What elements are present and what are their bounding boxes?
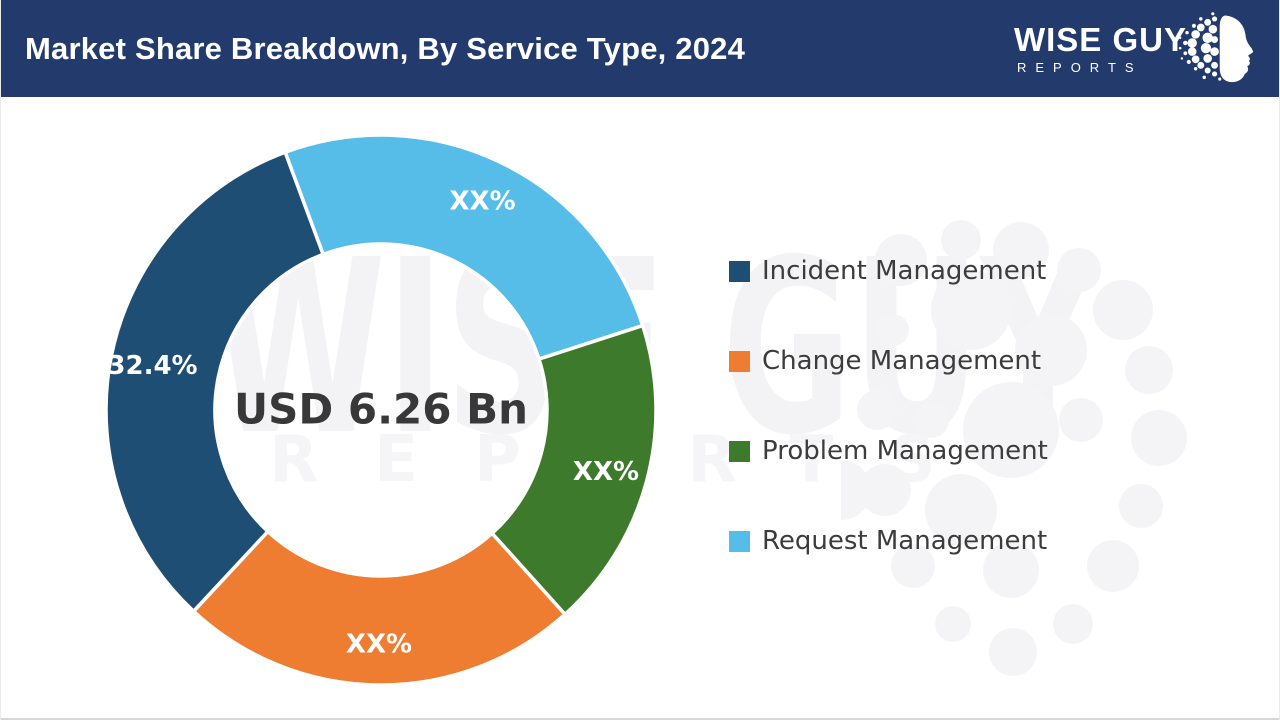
brand-logo: WISE GUY REPORTS — [1014, 8, 1261, 90]
slice-value-label: XX% — [346, 629, 412, 659]
legend-item-request: Request Management — [729, 518, 1048, 564]
legend-label-request: Request Management — [762, 526, 1048, 556]
page-title: Market Share Breakdown, By Service Type,… — [25, 30, 746, 66]
chart-center-value: USD 6.26 Bn — [234, 384, 528, 434]
legend-item-incident: Incident Management — [729, 248, 1048, 294]
logo-face-icon — [1178, 11, 1254, 82]
donut-slice — [283, 133, 645, 361]
slice-value-label: 32.4% — [107, 351, 197, 381]
legend-item-change: Change Management — [729, 338, 1048, 384]
legend-swatch-change — [729, 350, 750, 372]
bottom-divider — [1, 718, 1279, 720]
chart-legend: Incident Management Change Management Pr… — [729, 248, 1048, 564]
slice-value-label: XX% — [450, 187, 516, 217]
logo-subtitle-text: REPORTS — [1016, 60, 1143, 75]
legend-label-problem: Problem Management — [762, 436, 1048, 466]
logo-wordmark: WISE GUY REPORTS — [1014, 23, 1187, 74]
slice-value-label: XX% — [573, 457, 639, 487]
donut-slice — [104, 150, 325, 613]
legend-label-change: Change Management — [762, 346, 1042, 376]
watermark-face-icon — [841, 220, 1187, 676]
legend-label-incident: Incident Management — [762, 256, 1047, 286]
legend-swatch-problem — [729, 440, 750, 462]
donut-slice — [490, 323, 658, 617]
donut-slice — [191, 529, 567, 687]
legend-item-problem: Problem Management — [729, 428, 1048, 474]
donut-chart: XX% XX% XX% 32.4% — [104, 133, 658, 687]
legend-swatch-incident — [729, 260, 750, 282]
legend-swatch-request — [729, 530, 750, 552]
logo-name-text: WISE GUY — [1013, 21, 1187, 58]
header-bar: Market Share Breakdown, By Service Type,… — [1, 0, 1279, 97]
